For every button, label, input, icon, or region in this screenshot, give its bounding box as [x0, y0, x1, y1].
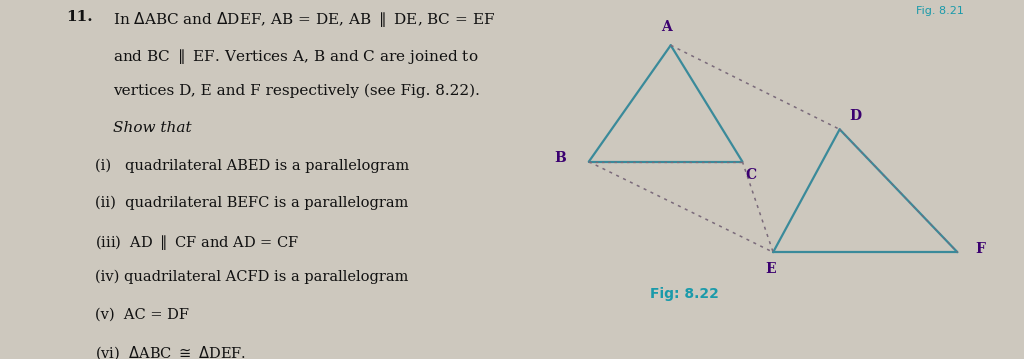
Text: Fig. 8.21: Fig. 8.21 — [916, 6, 965, 17]
Text: vertices D, E and F respectively (see Fig. 8.22).: vertices D, E and F respectively (see Fi… — [113, 84, 479, 98]
Text: Show that: Show that — [113, 121, 191, 135]
Text: In $\Delta$ABC and $\Delta$DEF, AB = DE, AB $\parallel$ DE, BC = EF: In $\Delta$ABC and $\Delta$DEF, AB = DE,… — [113, 10, 495, 29]
Text: (i)   quadrilateral ABED is a parallelogram: (i) quadrilateral ABED is a parallelogra… — [95, 158, 410, 173]
Text: C: C — [745, 168, 756, 182]
Text: F: F — [975, 242, 985, 256]
Text: and BC $\parallel$ EF. Vertices A, B and C are joined to: and BC $\parallel$ EF. Vertices A, B and… — [113, 47, 478, 66]
Text: (iv) quadrilateral ACFD is a parallelogram: (iv) quadrilateral ACFD is a parallelogr… — [95, 270, 409, 284]
Text: (ii)  quadrilateral BEFC is a parallelogram: (ii) quadrilateral BEFC is a parallelogr… — [95, 196, 409, 210]
Text: Fig: 8.22: Fig: 8.22 — [650, 287, 719, 301]
Text: 11.: 11. — [67, 10, 93, 24]
Text: D: D — [849, 109, 861, 123]
Text: E: E — [766, 262, 776, 276]
Text: A: A — [662, 20, 672, 34]
Text: (iii)  AD $\parallel$ CF and AD = CF: (iii) AD $\parallel$ CF and AD = CF — [95, 233, 299, 252]
Text: B: B — [554, 151, 566, 165]
Text: (v)  AC = DF: (v) AC = DF — [95, 307, 189, 321]
Text: (vi)  $\Delta$ABC $\cong$ $\Delta$DEF.: (vi) $\Delta$ABC $\cong$ $\Delta$DEF. — [95, 344, 247, 359]
